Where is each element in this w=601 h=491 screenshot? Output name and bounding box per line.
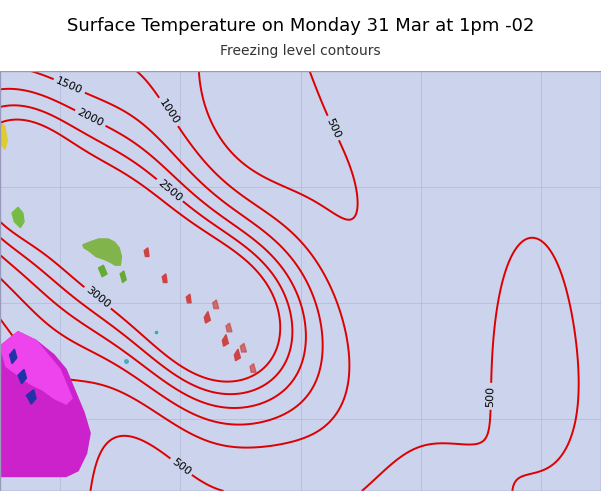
Text: 3000: 3000 — [84, 285, 112, 310]
Polygon shape — [234, 349, 240, 361]
Polygon shape — [83, 239, 121, 265]
Polygon shape — [240, 343, 246, 352]
Polygon shape — [186, 294, 191, 303]
Polygon shape — [0, 332, 90, 477]
Text: 500: 500 — [325, 116, 342, 139]
Polygon shape — [10, 349, 17, 364]
Text: 500: 500 — [169, 457, 192, 477]
Text: 500: 500 — [486, 386, 496, 407]
Polygon shape — [222, 335, 228, 346]
Polygon shape — [213, 300, 219, 309]
Polygon shape — [83, 239, 121, 265]
Polygon shape — [226, 323, 232, 332]
Polygon shape — [250, 364, 256, 372]
Text: 2000: 2000 — [76, 107, 105, 129]
Text: 1500: 1500 — [55, 76, 84, 96]
Polygon shape — [26, 390, 36, 404]
Polygon shape — [18, 369, 26, 384]
Polygon shape — [204, 311, 210, 323]
Text: 1000: 1000 — [157, 98, 180, 126]
Polygon shape — [0, 332, 72, 404]
Polygon shape — [162, 274, 167, 282]
Text: Freezing level contours: Freezing level contours — [220, 44, 381, 58]
Text: 2500: 2500 — [156, 177, 184, 203]
Text: Surface Temperature on Monday 31 Mar at 1pm -02: Surface Temperature on Monday 31 Mar at … — [67, 17, 534, 35]
Polygon shape — [120, 271, 126, 282]
Polygon shape — [144, 248, 149, 256]
Polygon shape — [99, 265, 107, 277]
Polygon shape — [12, 207, 24, 227]
Polygon shape — [0, 123, 7, 149]
